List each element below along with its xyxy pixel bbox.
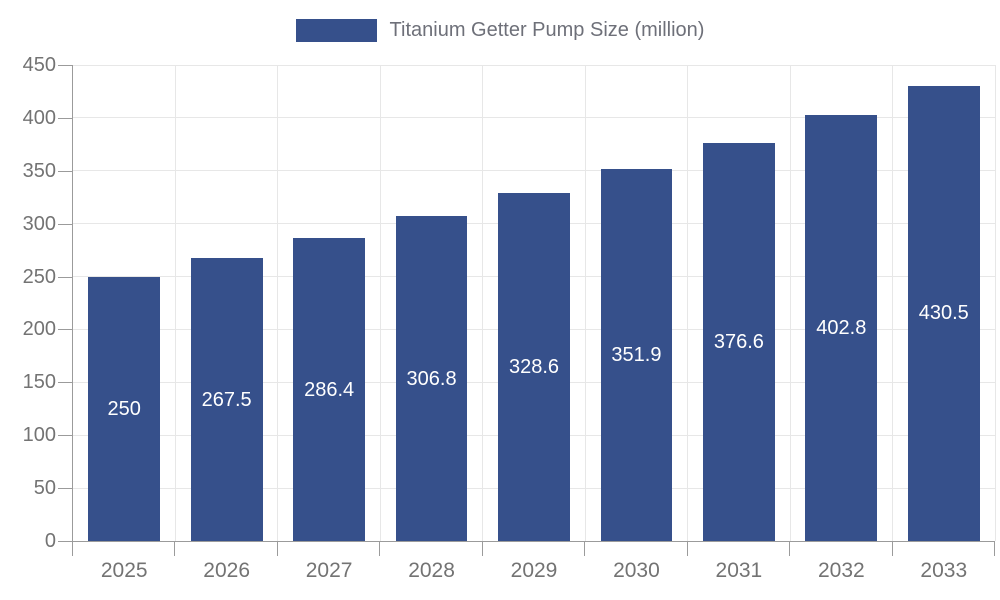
y-axis-tick bbox=[58, 276, 73, 278]
x-axis-tick bbox=[72, 541, 73, 556]
bar-value-label: 430.5 bbox=[918, 302, 969, 325]
bar[interactable] bbox=[190, 258, 263, 541]
x-axis-tick bbox=[686, 541, 688, 556]
gridline-horizontal bbox=[73, 117, 995, 119]
y-tick-label: 450 bbox=[22, 54, 56, 76]
y-axis-tick bbox=[58, 329, 73, 331]
gridline-horizontal bbox=[73, 170, 995, 172]
x-tick-label: 2033 bbox=[920, 559, 968, 582]
bar-value-label: 402.8 bbox=[816, 316, 867, 339]
x-axis-tick bbox=[891, 541, 893, 556]
x-tick-label: 2029 bbox=[510, 559, 558, 582]
y-tick-label: 350 bbox=[22, 159, 56, 182]
x-axis-tick bbox=[994, 541, 995, 556]
x-tick-label: 2026 bbox=[203, 559, 251, 582]
x-axis-tick bbox=[584, 541, 586, 556]
y-tick-label: 150 bbox=[22, 371, 56, 394]
gridline-vertical bbox=[892, 65, 894, 541]
x-axis-tick bbox=[276, 541, 278, 556]
legend-swatch bbox=[295, 19, 377, 42]
bar-value-label: 306.8 bbox=[406, 367, 457, 390]
x-axis-line bbox=[72, 541, 995, 542]
y-tick-label: 250 bbox=[22, 265, 56, 288]
gridline-vertical bbox=[379, 65, 381, 541]
bar[interactable] bbox=[703, 142, 775, 541]
bar[interactable] bbox=[600, 168, 673, 541]
y-axis-tick bbox=[58, 435, 73, 437]
gridline-vertical bbox=[277, 65, 279, 541]
bar-value-label: 328.6 bbox=[508, 356, 560, 379]
y-axis-tick bbox=[58, 223, 73, 225]
legend-label: Titanium Getter Pump Size (million) bbox=[389, 19, 705, 41]
bar[interactable] bbox=[805, 114, 878, 541]
x-tick-label: 2032 bbox=[817, 559, 865, 582]
gridline-vertical bbox=[584, 65, 586, 541]
y-tick-label: 50 bbox=[33, 477, 56, 500]
bar[interactable] bbox=[498, 193, 570, 541]
bar[interactable] bbox=[907, 85, 980, 541]
y-tick-label: 300 bbox=[22, 212, 56, 235]
gridline-vertical bbox=[174, 65, 176, 541]
gridline-vertical bbox=[482, 65, 484, 541]
gridline-vertical bbox=[789, 65, 791, 541]
y-axis-tick bbox=[58, 541, 73, 542]
bar-value-label: 286.4 bbox=[304, 378, 355, 401]
gridline-horizontal bbox=[73, 64, 995, 66]
x-tick-label: 2028 bbox=[408, 559, 455, 582]
y-axis-tick bbox=[58, 382, 73, 384]
y-tick-label: 0 bbox=[44, 530, 56, 552]
bar[interactable] bbox=[293, 238, 365, 541]
gridline-vertical bbox=[994, 65, 996, 541]
y-tick-label: 400 bbox=[22, 106, 56, 129]
x-axis-tick bbox=[481, 541, 483, 556]
bar-value-label: 250 bbox=[107, 397, 141, 420]
y-axis-tick bbox=[58, 488, 73, 490]
gridline-vertical bbox=[687, 65, 689, 541]
y-tick-label: 100 bbox=[22, 424, 56, 447]
x-tick-label: 2025 bbox=[100, 559, 148, 582]
y-axis-tick bbox=[58, 170, 73, 172]
y-axis-tick bbox=[58, 117, 73, 119]
bar[interactable] bbox=[88, 276, 161, 541]
bar-value-label: 351.9 bbox=[611, 343, 662, 366]
y-tick-label: 200 bbox=[22, 318, 56, 341]
x-tick-label: 2027 bbox=[305, 559, 353, 582]
bar-value-label: 376.6 bbox=[713, 330, 764, 353]
y-axis-tick bbox=[58, 65, 73, 66]
bar[interactable] bbox=[395, 216, 468, 541]
legend[interactable]: Titanium Getter Pump Size (million) bbox=[0, 19, 1000, 42]
x-axis-tick bbox=[174, 541, 176, 556]
y-axis-line bbox=[72, 65, 73, 541]
x-axis-tick bbox=[379, 541, 381, 556]
bar-value-label: 267.5 bbox=[201, 388, 252, 411]
x-tick-label: 2031 bbox=[715, 559, 763, 582]
x-axis-tick bbox=[789, 541, 791, 556]
x-tick-label: 2030 bbox=[613, 559, 660, 582]
